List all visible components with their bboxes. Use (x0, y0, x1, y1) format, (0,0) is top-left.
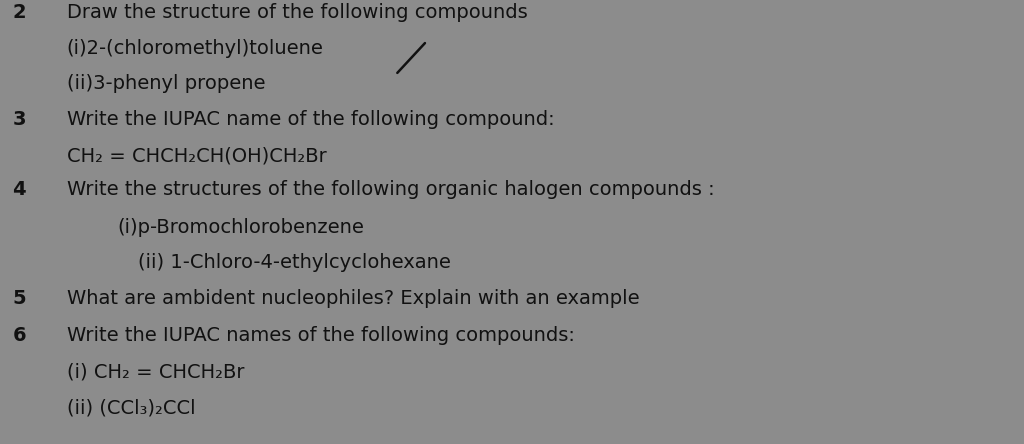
Text: (i)p-Bromochlorobenzene: (i)p-Bromochlorobenzene (118, 218, 365, 237)
Text: 2: 2 (12, 3, 26, 22)
Text: (ii) (CCl₃)₂CCl: (ii) (CCl₃)₂CCl (67, 399, 196, 417)
Text: What are ambident nucleophiles? Explain with an example: What are ambident nucleophiles? Explain … (67, 289, 639, 308)
Text: (ii)3-phenyl propene: (ii)3-phenyl propene (67, 74, 265, 93)
Text: 4: 4 (12, 180, 26, 199)
Text: (ii) 1-Chloro-4-ethylcyclohexane: (ii) 1-Chloro-4-ethylcyclohexane (138, 253, 452, 272)
Text: Write the IUPAC name of the following compound:: Write the IUPAC name of the following co… (67, 110, 554, 129)
Text: 5: 5 (12, 289, 26, 308)
Text: CH₂ = CHCH₂CH(OH)CH₂Br: CH₂ = CHCH₂CH(OH)CH₂Br (67, 147, 327, 166)
Text: Write the structures of the following organic halogen compounds :: Write the structures of the following or… (67, 180, 714, 199)
Text: 6: 6 (12, 325, 26, 345)
Text: Write the IUPAC names of the following compounds:: Write the IUPAC names of the following c… (67, 325, 574, 345)
Text: 3: 3 (12, 110, 26, 129)
Text: (i)2-(chloromethyl)toluene: (i)2-(chloromethyl)toluene (67, 39, 324, 58)
Text: (i) CH₂ = CHCH₂Br: (i) CH₂ = CHCH₂Br (67, 362, 244, 381)
Text: Draw the structure of the following compounds: Draw the structure of the following comp… (67, 3, 527, 22)
